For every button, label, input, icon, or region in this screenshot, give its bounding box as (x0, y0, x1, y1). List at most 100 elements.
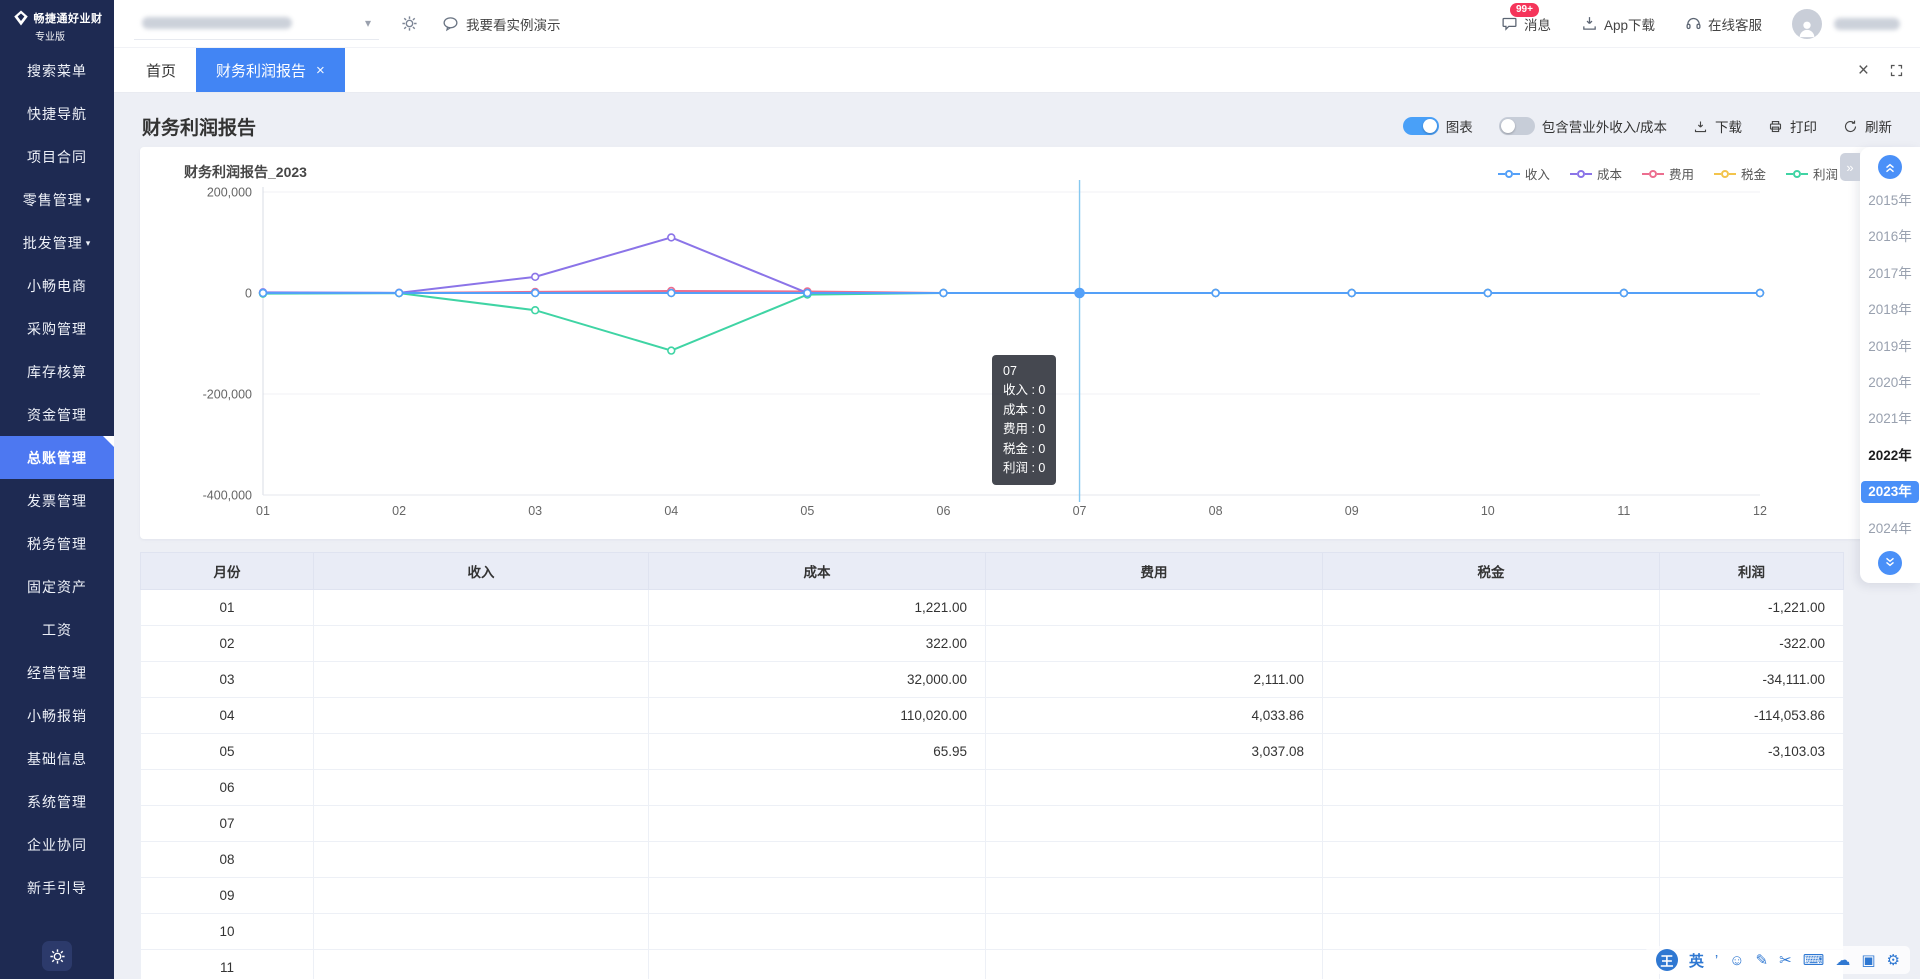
chart-toggle[interactable]: 图表 (1402, 116, 1473, 136)
sidebar-item-基础信息[interactable]: 基础信息 (27, 750, 87, 767)
online-support-button[interactable]: 在线客服 (1685, 14, 1762, 34)
table-row[interactable]: 02 322.00 -322.00 (140, 625, 1844, 662)
svg-text:06: 06 (937, 504, 951, 518)
table-row[interactable]: 04 110,020.00 4,033.86 -114,053.86 (140, 697, 1844, 734)
table-row[interactable]: 08 (140, 841, 1844, 878)
demo-link-label: 我要看实例演示 (466, 17, 561, 33)
year-item-2019年[interactable]: 2019年 (1868, 338, 1912, 354)
column-header-收入[interactable]: 收入 (313, 552, 649, 590)
sidebar-item-批发管理[interactable]: 批发管理 ▾ (22, 234, 92, 251)
refresh-button[interactable]: 刷新 (1843, 116, 1892, 136)
year-item-2015年[interactable]: 2015年 (1868, 193, 1912, 209)
settings-icon[interactable]: ⚙ (1886, 951, 1900, 969)
emoji-icon[interactable]: ☺ (1729, 951, 1745, 969)
close-tab-icon[interactable]: × (316, 61, 325, 79)
table-row[interactable]: 05 65.95 3,037.08 -3,103.03 (140, 733, 1844, 770)
year-item-2016年[interactable]: 2016年 (1868, 229, 1912, 245)
sidebar-item-搜索菜单[interactable]: 搜索菜单 (27, 62, 87, 79)
table-row[interactable]: 06 (140, 769, 1844, 806)
column-header-费用[interactable]: 费用 (985, 552, 1323, 590)
user-menu[interactable] (1792, 8, 1900, 39)
svg-text:07: 07 (1073, 504, 1087, 518)
scissors-icon[interactable]: ✂ (1779, 951, 1792, 969)
value-cell: 322.00 (648, 625, 986, 662)
year-panel-collapse-icon[interactable]: » (1840, 153, 1860, 181)
value-cell: -322.00 (1659, 625, 1844, 662)
table-row[interactable]: 01 1,221.00 -1,221.00 (140, 589, 1844, 626)
sidebar-item-小畅电商[interactable]: 小畅电商 (27, 277, 87, 294)
table-row[interactable]: 10 (140, 913, 1844, 950)
sidebar-item-税务管理[interactable]: 税务管理 (27, 535, 87, 552)
sidebar-item-零售管理[interactable]: 零售管理 ▾ (22, 191, 92, 208)
year-item-2018年[interactable]: 2018年 (1868, 302, 1912, 318)
tab-财务利润报告[interactable]: 财务利润报告 × (196, 48, 345, 92)
legend-item-收入[interactable]: 收入 (1497, 164, 1550, 183)
topbar-gear-icon[interactable] (401, 15, 418, 32)
year-item-2024年[interactable]: 2024年 (1868, 520, 1912, 536)
fullscreen-icon[interactable] (1889, 63, 1904, 78)
keyboard-icon[interactable]: ⌨ (1802, 951, 1825, 969)
profit-line-chart[interactable]: 200,000 0 -200,000 -400,000 01 02 03 04 05 06 07 08… (140, 147, 1894, 539)
legend-item-费用[interactable]: 费用 (1641, 164, 1694, 183)
chart-toggle-label: 图表 (1445, 120, 1473, 135)
table-row[interactable]: 09 (140, 877, 1844, 914)
value-cell (313, 769, 649, 806)
messages-button[interactable]: 99+ 消息 (1501, 2, 1551, 34)
year-item-2017年[interactable]: 2017年 (1868, 265, 1912, 281)
sidebar-item-项目合同[interactable]: 项目合同 (27, 148, 87, 165)
demo-link[interactable]: 我要看实例演示 (442, 14, 561, 34)
download-button[interactable]: 下载 (1693, 116, 1742, 136)
column-header-成本[interactable]: 成本 (648, 552, 986, 590)
year-item-2022年[interactable]: 2022年 (1868, 447, 1912, 463)
column-header-月份[interactable]: 月份 (140, 552, 314, 590)
ime-logo-icon[interactable]: 王 (1655, 949, 1678, 971)
nonoperating-toggle[interactable]: 包含营业外收入/成本 (1498, 116, 1667, 136)
sidebar-item-新手引导[interactable]: 新手引导 (27, 879, 87, 896)
chart-legend: 收入 成本 费用 税金 利润 (1497, 164, 1838, 183)
nonoperating-toggle-switch[interactable] (1498, 117, 1535, 135)
app-logo: 畅捷通好业财 专业版 (0, 0, 114, 47)
column-header-利润[interactable]: 利润 (1659, 552, 1844, 590)
close-all-tabs-icon[interactable]: × (1857, 59, 1869, 81)
sidebar-item-资金管理[interactable]: 资金管理 (27, 406, 87, 423)
sidebar-item-企业协同[interactable]: 企业协同 (27, 836, 87, 853)
scroll-years-down-icon[interactable] (1878, 551, 1902, 575)
sidebar-settings-gear-icon[interactable] (42, 941, 72, 971)
legend-item-利润[interactable]: 利润 (1785, 164, 1838, 183)
legend-item-税金[interactable]: 税金 (1713, 164, 1766, 183)
sidebar-item-快捷导航[interactable]: 快捷导航 (27, 105, 87, 122)
print-button[interactable]: 打印 (1768, 116, 1817, 136)
sidebar-item-系统管理[interactable]: 系统管理 (27, 793, 87, 810)
org-select[interactable]: ▾ (134, 8, 379, 40)
sidebar-item-固定资产[interactable]: 固定资产 (27, 578, 87, 595)
table-row[interactable]: 07 (140, 805, 1844, 842)
sidebar-item-工资[interactable]: 工资 (42, 621, 72, 638)
svg-text:02: 02 (392, 504, 406, 518)
year-item-2021年[interactable]: 2021年 (1868, 411, 1912, 427)
year-item-2023年[interactable]: 2023年 (1861, 481, 1919, 504)
toolbox-icon[interactable]: ▣ (1861, 951, 1876, 969)
sidebar-item-库存核算[interactable]: 库存核算 (27, 363, 87, 380)
sidebar-item-采购管理[interactable]: 采购管理 (27, 320, 87, 337)
page-title: 财务利润报告 (142, 117, 257, 139)
app-download-button[interactable]: App下载 (1581, 14, 1655, 34)
tab-首页[interactable]: 首页 (126, 48, 197, 92)
legend-item-成本[interactable]: 成本 (1569, 164, 1622, 183)
table-row[interactable]: 11 (140, 949, 1844, 979)
sidebar-item-发票管理[interactable]: 发票管理 (27, 492, 87, 509)
sidebar-item-总账管理[interactable]: 总账管理 (0, 436, 114, 479)
sidebar-item-小畅报销[interactable]: 小畅报销 (27, 707, 87, 724)
scroll-years-up-icon[interactable] (1878, 155, 1902, 179)
column-header-税金[interactable]: 税金 (1322, 552, 1660, 590)
pen-icon[interactable]: ✎ (1755, 951, 1769, 969)
cloud-icon[interactable]: ☁ (1835, 951, 1851, 969)
punctuation-icon[interactable]: ’ (1714, 951, 1719, 969)
sidebar-item-经营管理[interactable]: 经营管理 (27, 664, 87, 681)
chart-toggle-switch[interactable] (1402, 117, 1439, 135)
ime-language-toggle[interactable]: 英 (1688, 952, 1704, 970)
refresh-icon (1845, 120, 1857, 132)
year-item-2020年[interactable]: 2020年 (1868, 375, 1912, 391)
value-cell: 3,037.08 (985, 733, 1323, 770)
value-cell (648, 949, 986, 979)
table-row[interactable]: 03 32,000.00 2,111.00 -34,111.00 (140, 661, 1844, 698)
